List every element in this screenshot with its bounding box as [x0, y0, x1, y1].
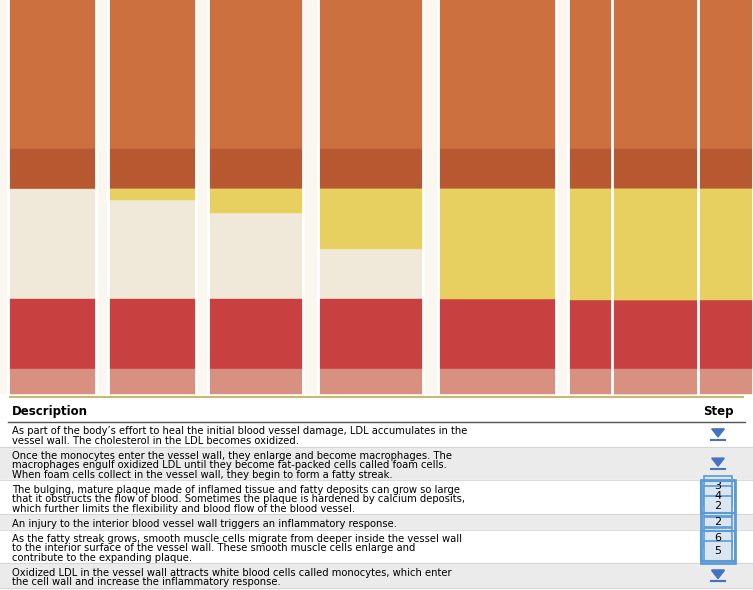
Text: Oxidized LDL in the vessel wall attracts white blood cells called monocytes, whi: Oxidized LDL in the vessel wall attracts…: [12, 568, 452, 578]
Bar: [613, 369, 752, 393]
Bar: [209, 299, 302, 369]
Bar: [0, 514, 753, 530]
Bar: [0, 563, 753, 588]
Polygon shape: [712, 458, 724, 466]
Text: vessel wall. The cholesterol in the LDL becomes oxidized.: vessel wall. The cholesterol in the LDL …: [12, 436, 299, 446]
Bar: [109, 189, 195, 299]
Bar: [569, 149, 697, 189]
Bar: [0, 0, 753, 397]
Bar: [109, 299, 195, 369]
Bar: [0, 447, 753, 480]
Bar: [319, 369, 422, 393]
Bar: [9, 149, 95, 189]
Bar: [613, 189, 752, 299]
Bar: [568, 0, 698, 149]
Text: The bulging, mature plaque made of inflamed tissue and fatty deposits can grow s: The bulging, mature plaque made of infla…: [12, 485, 460, 495]
Text: that it obstructs the flow of blood. Sometimes the plaque is hardened by calcium: that it obstructs the flow of blood. Som…: [12, 494, 465, 504]
Text: Description: Description: [12, 405, 88, 418]
Text: to the interior surface of the vessel wall. These smooth muscle cells enlarge an: to the interior surface of the vessel wa…: [12, 543, 416, 553]
FancyBboxPatch shape: [704, 476, 732, 496]
Text: 6: 6: [715, 533, 721, 543]
Text: the cell wall and increase the inflammatory response.: the cell wall and increase the inflammat…: [12, 577, 281, 587]
Bar: [209, 189, 302, 299]
Text: 3: 3: [715, 481, 721, 491]
Bar: [9, 299, 95, 369]
Bar: [613, 149, 752, 189]
Polygon shape: [712, 429, 724, 437]
Bar: [439, 299, 555, 369]
Bar: [208, 0, 303, 149]
Bar: [319, 299, 422, 369]
FancyBboxPatch shape: [704, 541, 732, 561]
Bar: [439, 189, 555, 299]
Text: 4: 4: [715, 491, 721, 501]
Bar: [109, 149, 195, 189]
Polygon shape: [712, 570, 724, 578]
Bar: [569, 299, 697, 369]
Bar: [439, 189, 555, 297]
Bar: [319, 189, 422, 299]
FancyBboxPatch shape: [704, 486, 732, 506]
Text: When foam cells collect in the vessel wall, they begin to form a fatty streak.: When foam cells collect in the vessel wa…: [12, 470, 392, 480]
Bar: [438, 0, 556, 149]
Bar: [613, 189, 752, 299]
Text: which further limits the flexibility and blood flow of the blood vessel.: which further limits the flexibility and…: [12, 504, 355, 514]
Bar: [9, 369, 95, 393]
Text: contribute to the expanding plaque.: contribute to the expanding plaque.: [12, 553, 192, 563]
Bar: [109, 189, 195, 199]
Bar: [8, 0, 96, 149]
Text: As part of the body’s effort to heal the initial blood vessel damage, LDL accumu: As part of the body’s effort to heal the…: [12, 427, 468, 437]
FancyBboxPatch shape: [704, 517, 732, 527]
FancyBboxPatch shape: [704, 496, 732, 516]
Bar: [0, 422, 753, 447]
Text: 2: 2: [715, 501, 721, 510]
Bar: [569, 189, 697, 299]
Bar: [0, 0, 753, 393]
Bar: [319, 149, 422, 189]
Text: Once the monocytes enter the vessel wall, they enlarge and become macrophages. T: Once the monocytes enter the vessel wall…: [12, 451, 452, 461]
Text: An injury to the interior blood vessel wall triggers an inflammatory response.: An injury to the interior blood vessel w…: [12, 519, 397, 529]
Bar: [319, 189, 422, 248]
Text: 5: 5: [715, 546, 721, 556]
Text: Step: Step: [703, 405, 733, 418]
Text: macrophages engulf oxidized LDL until they become fat-packed cells called foam c: macrophages engulf oxidized LDL until th…: [12, 460, 447, 470]
Bar: [209, 189, 302, 212]
Bar: [209, 149, 302, 189]
Text: 2: 2: [715, 517, 721, 527]
Bar: [569, 369, 697, 393]
Bar: [108, 0, 196, 149]
Bar: [0, 480, 753, 514]
Bar: [0, 530, 753, 563]
Bar: [569, 189, 697, 299]
Bar: [613, 299, 752, 369]
Bar: [9, 189, 95, 299]
Bar: [209, 369, 302, 393]
Polygon shape: [712, 571, 724, 578]
Text: As the fatty streak grows, smooth muscle cells migrate from deeper inside the ve: As the fatty streak grows, smooth muscle…: [12, 534, 462, 544]
Bar: [439, 149, 555, 189]
Bar: [439, 369, 555, 393]
Bar: [318, 0, 423, 149]
Bar: [612, 0, 753, 149]
Bar: [109, 369, 195, 393]
FancyBboxPatch shape: [704, 527, 732, 548]
